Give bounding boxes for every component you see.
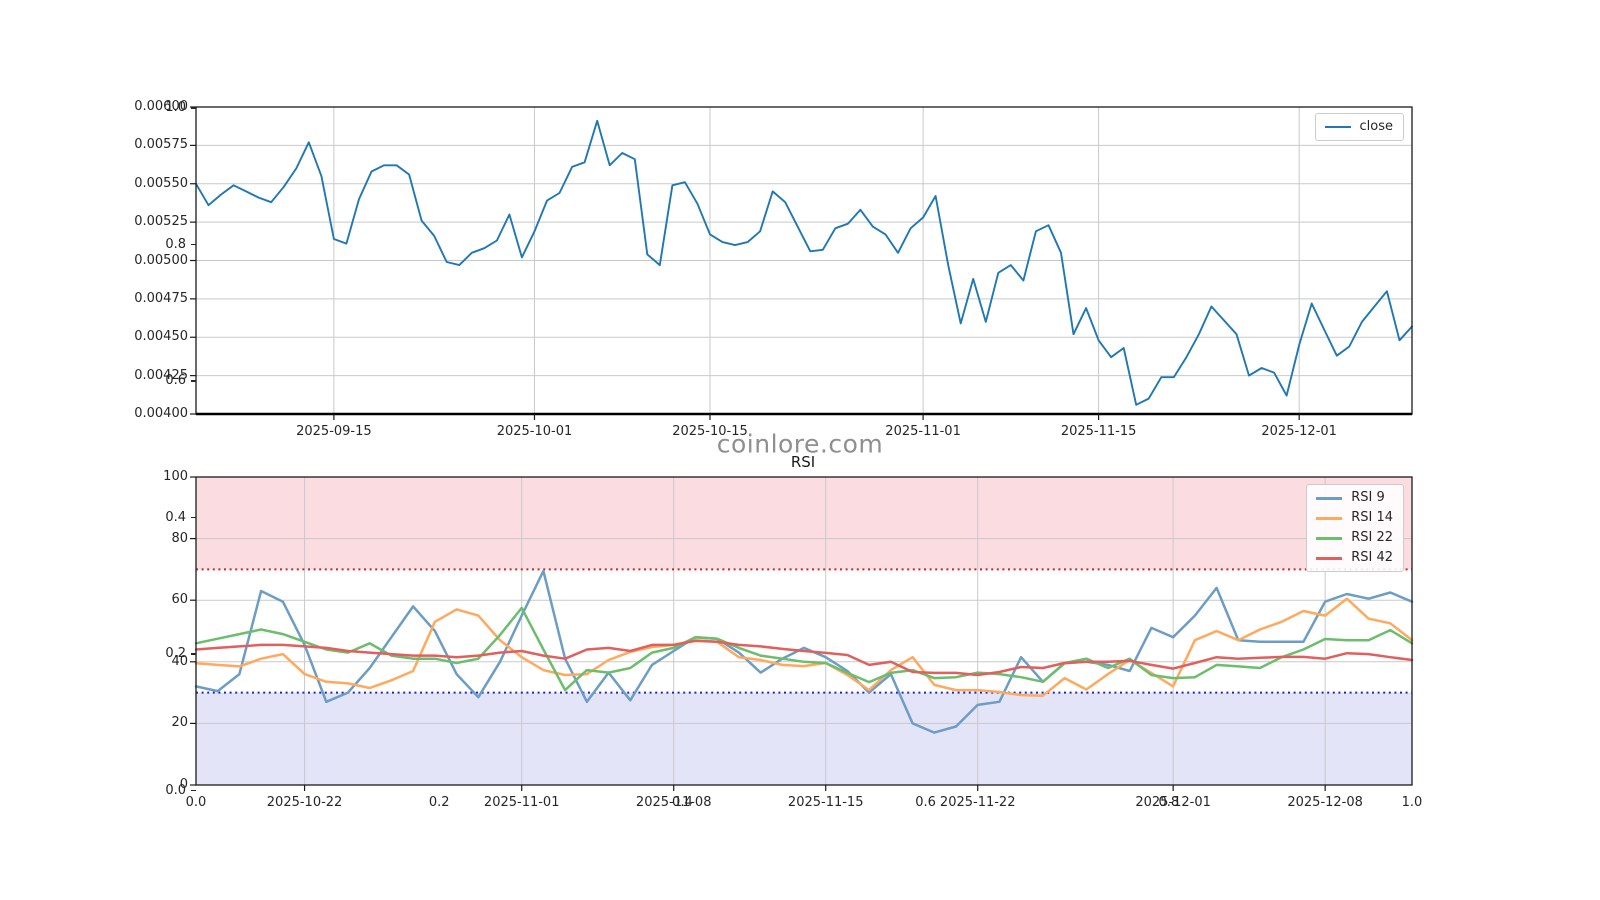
y-tick-label: 0.00525 — [134, 214, 188, 230]
y-tick-label: 20 — [171, 715, 188, 731]
hidden-axis-y-tick-mark — [191, 243, 196, 246]
legend-item: RSI 9 — [1316, 490, 1393, 506]
hidden-axis-x-tick-label: 1.0 — [1401, 795, 1423, 810]
hidden-axis-x-tick-label: 0.0 — [185, 795, 207, 810]
legend-line-sample-icon — [1316, 496, 1343, 500]
oversold-band — [196, 692, 1412, 785]
x-tick-label: 2025-11-01 — [483, 795, 560, 810]
y-tick-label: 0 — [179, 777, 188, 792]
x-tick-label: 2025-12-01 — [1261, 424, 1337, 439]
x-tick-label: 2025-12-08 — [1287, 795, 1363, 810]
legend-item: RSI 42 — [1316, 550, 1393, 566]
legend-label: close — [1359, 119, 1393, 134]
hidden-axis-x-tick-label: 0.4 — [672, 795, 693, 810]
y-tick-label: 0.00450 — [134, 329, 188, 345]
price-legend: close — [1314, 113, 1404, 141]
y-tick-label: 40 — [171, 653, 188, 669]
rsi-22-line — [194, 606, 1414, 692]
y-tick-label: 0.00575 — [134, 137, 188, 153]
y-tick-label: 0.00500 — [134, 252, 188, 268]
x-tick-label: 2025-11-15 — [787, 795, 864, 810]
price-chart-canvas — [190, 106, 1413, 420]
legend-line-sample-icon — [1316, 516, 1343, 520]
y-tick-label: 0.00425 — [134, 367, 188, 383]
hidden-axis-y-tick-label: 0.4 — [165, 509, 186, 525]
hidden-axis-y-tick-mark — [191, 380, 196, 382]
x-tick-label: 2025-10-15 — [672, 424, 748, 439]
overbought-band — [196, 477, 1412, 570]
hidden-axis-y-tick-label: 0.8 — [165, 236, 186, 252]
x-tick-label: 2025-12-01 — [1135, 795, 1211, 810]
y-tick-label: 0.00550 — [134, 175, 188, 191]
rsi-chart — [190, 476, 1414, 791]
hidden-axis-y-tick-mark — [191, 789, 196, 792]
legend-line-sample-icon — [1324, 126, 1351, 128]
y-tick-label: 0.00475 — [134, 290, 188, 306]
y-tick-label: 0.00400 — [134, 406, 188, 421]
x-tick-label: 2025-11-01 — [885, 424, 961, 439]
legend-label: RSI 14 — [1351, 510, 1393, 525]
x-tick-label: 2025-10-01 — [496, 424, 573, 439]
hidden-axis-y-tick-mark — [191, 653, 196, 655]
hidden-axis-y-tick-label: 0.0 — [165, 782, 186, 798]
hidden-axis-y-tick-mark — [191, 516, 196, 519]
rsi-chart-canvas — [190, 476, 1414, 791]
legend-label: RSI 42 — [1351, 550, 1393, 565]
legend-item: RSI 22 — [1316, 530, 1393, 546]
rsi-42-line — [194, 639, 1414, 677]
y-tick-label: 100 — [163, 469, 188, 484]
x-tick-label: 2025-11-22 — [939, 795, 1016, 810]
x-tick-label: 2025-11-15 — [1060, 424, 1137, 439]
axes-spines — [195, 476, 1413, 786]
legend-item: close — [1324, 119, 1393, 135]
y-tick-label: 60 — [171, 592, 188, 608]
hidden-axis-x-tick-label: 0.8 — [1158, 795, 1180, 810]
x-tick-label: 2025-09-15 — [296, 424, 372, 439]
legend-line-sample-icon — [1316, 556, 1343, 560]
close-line — [195, 119, 1413, 406]
hidden-axis-x-tick-label: 0.6 — [915, 795, 936, 810]
legend-line-sample-icon — [1316, 536, 1343, 540]
rsi-chart-title: RSI — [790, 453, 816, 471]
rsi-9-line — [194, 569, 1414, 734]
y-tick-label: 0.00600 — [134, 99, 188, 114]
legend-item: RSI 14 — [1316, 510, 1393, 526]
hidden-axis-y-tick-label: 0.2 — [165, 646, 186, 661]
hidden-axis-y-tick-mark — [191, 107, 196, 109]
rsi-14-line — [194, 597, 1414, 697]
x-tick-label: 2025-10-22 — [266, 795, 343, 810]
watermark: coinlore.com — [716, 429, 884, 459]
hidden-axis-x-tick-label: 0.2 — [428, 795, 450, 810]
hidden-axis-y-tick-label: 0.6 — [165, 373, 186, 388]
rsi-legend: RSI 9 RSI 14 RSI 22 RSI 42 — [1306, 484, 1404, 572]
hidden-axis-y-tick-label: 1.0 — [165, 100, 186, 115]
legend-label: RSI 22 — [1351, 530, 1393, 545]
x-tick-label: 2025-11-08 — [635, 795, 712, 810]
y-tick-label: 80 — [171, 530, 188, 546]
legend-label: RSI 9 — [1351, 490, 1385, 505]
price-chart — [190, 106, 1413, 420]
